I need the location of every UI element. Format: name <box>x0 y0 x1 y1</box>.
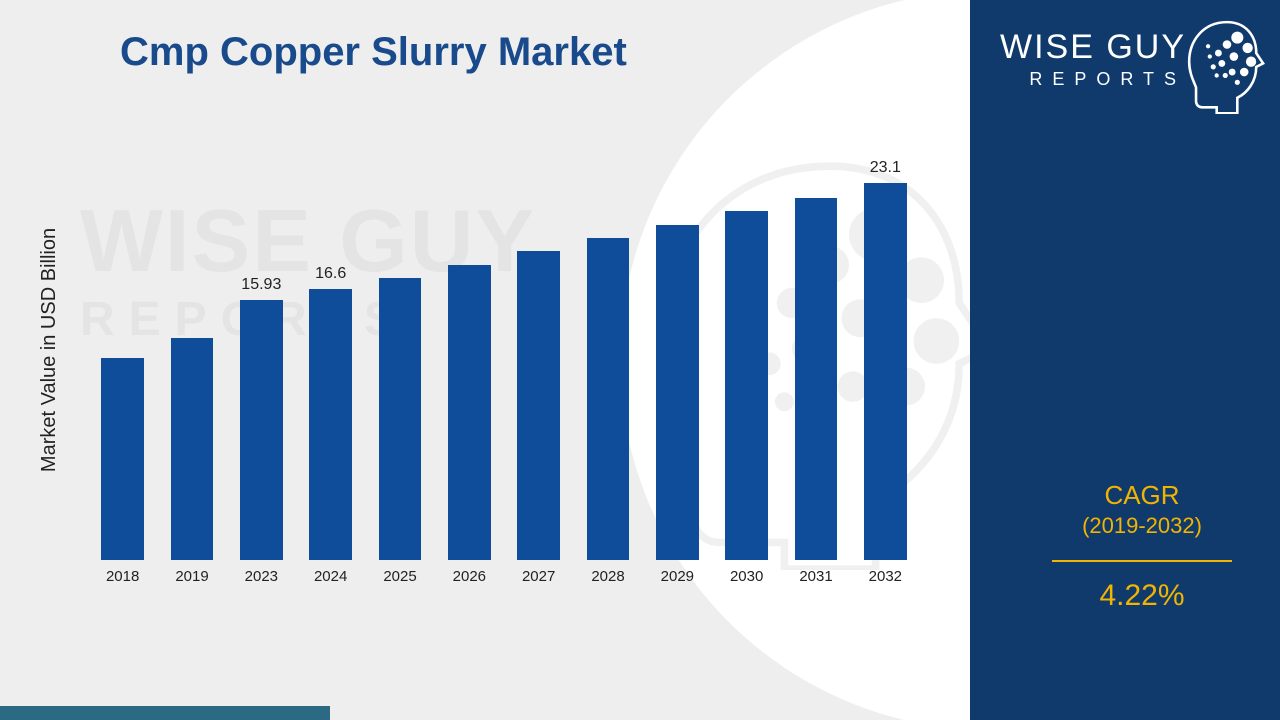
bar <box>240 300 283 560</box>
bar <box>725 211 768 560</box>
bar-chart: 2018 2019 15.93 2023 16.6 2024 2025 2026 2027 202… <box>60 160 920 590</box>
x-tick-label: 2028 <box>591 568 624 585</box>
bar <box>101 358 144 560</box>
x-tick-label: 2023 <box>245 568 278 585</box>
x-tick-label: 2024 <box>314 568 347 585</box>
cagr-sep-line <box>1052 560 1232 562</box>
bar-value-label: 15.93 <box>241 276 281 294</box>
bar-value-label: 23.1 <box>870 159 901 177</box>
x-tick-label: 2029 <box>661 568 694 585</box>
bar <box>587 238 630 560</box>
cagr-title: CAGR <box>1042 480 1242 511</box>
canvas: WISE GUY REPORTS Cmp Copper Slurry Marke… <box>0 0 1280 720</box>
x-tick-label: 2032 <box>869 568 902 585</box>
x-tick-label: 2018 <box>106 568 139 585</box>
logo-line2: REPORTS <box>1000 69 1186 90</box>
cagr-value: 4.22% <box>1042 579 1242 613</box>
brand-logo: WISE GUY REPORTS <box>1000 28 1186 90</box>
bar <box>448 265 491 561</box>
x-tick-label: 2030 <box>730 568 763 585</box>
bottom-accent-bar <box>0 706 330 720</box>
x-tick-label: 2026 <box>453 568 486 585</box>
plot-area: 2018201915.93202316.62024202520262027202… <box>88 160 920 560</box>
bar <box>864 183 907 560</box>
x-tick-label: 2027 <box>522 568 555 585</box>
bar <box>309 289 352 560</box>
cagr-separator <box>1052 553 1232 569</box>
cagr-block: CAGR (2019-2032) 4.22% <box>1042 480 1242 613</box>
x-tick-label: 2031 <box>799 568 832 585</box>
x-tick-label: 2025 <box>383 568 416 585</box>
cagr-sep-dot-right <box>1220 555 1232 567</box>
bar-value-label: 16.6 <box>315 265 346 283</box>
bar <box>656 225 699 560</box>
y-axis-label: Market Value in USD Billion <box>38 160 61 540</box>
bar <box>795 198 838 560</box>
bar <box>379 278 422 560</box>
cagr-period: (2019-2032) <box>1042 513 1242 539</box>
bar <box>171 338 214 560</box>
cagr-sep-dot-left <box>1052 555 1064 567</box>
page-title: Cmp Copper Slurry Market <box>120 30 627 75</box>
x-tick-label: 2019 <box>175 568 208 585</box>
logo-head-icon <box>1184 18 1270 114</box>
bar <box>517 251 560 560</box>
logo-line1: WISE GUY <box>1000 28 1186 67</box>
